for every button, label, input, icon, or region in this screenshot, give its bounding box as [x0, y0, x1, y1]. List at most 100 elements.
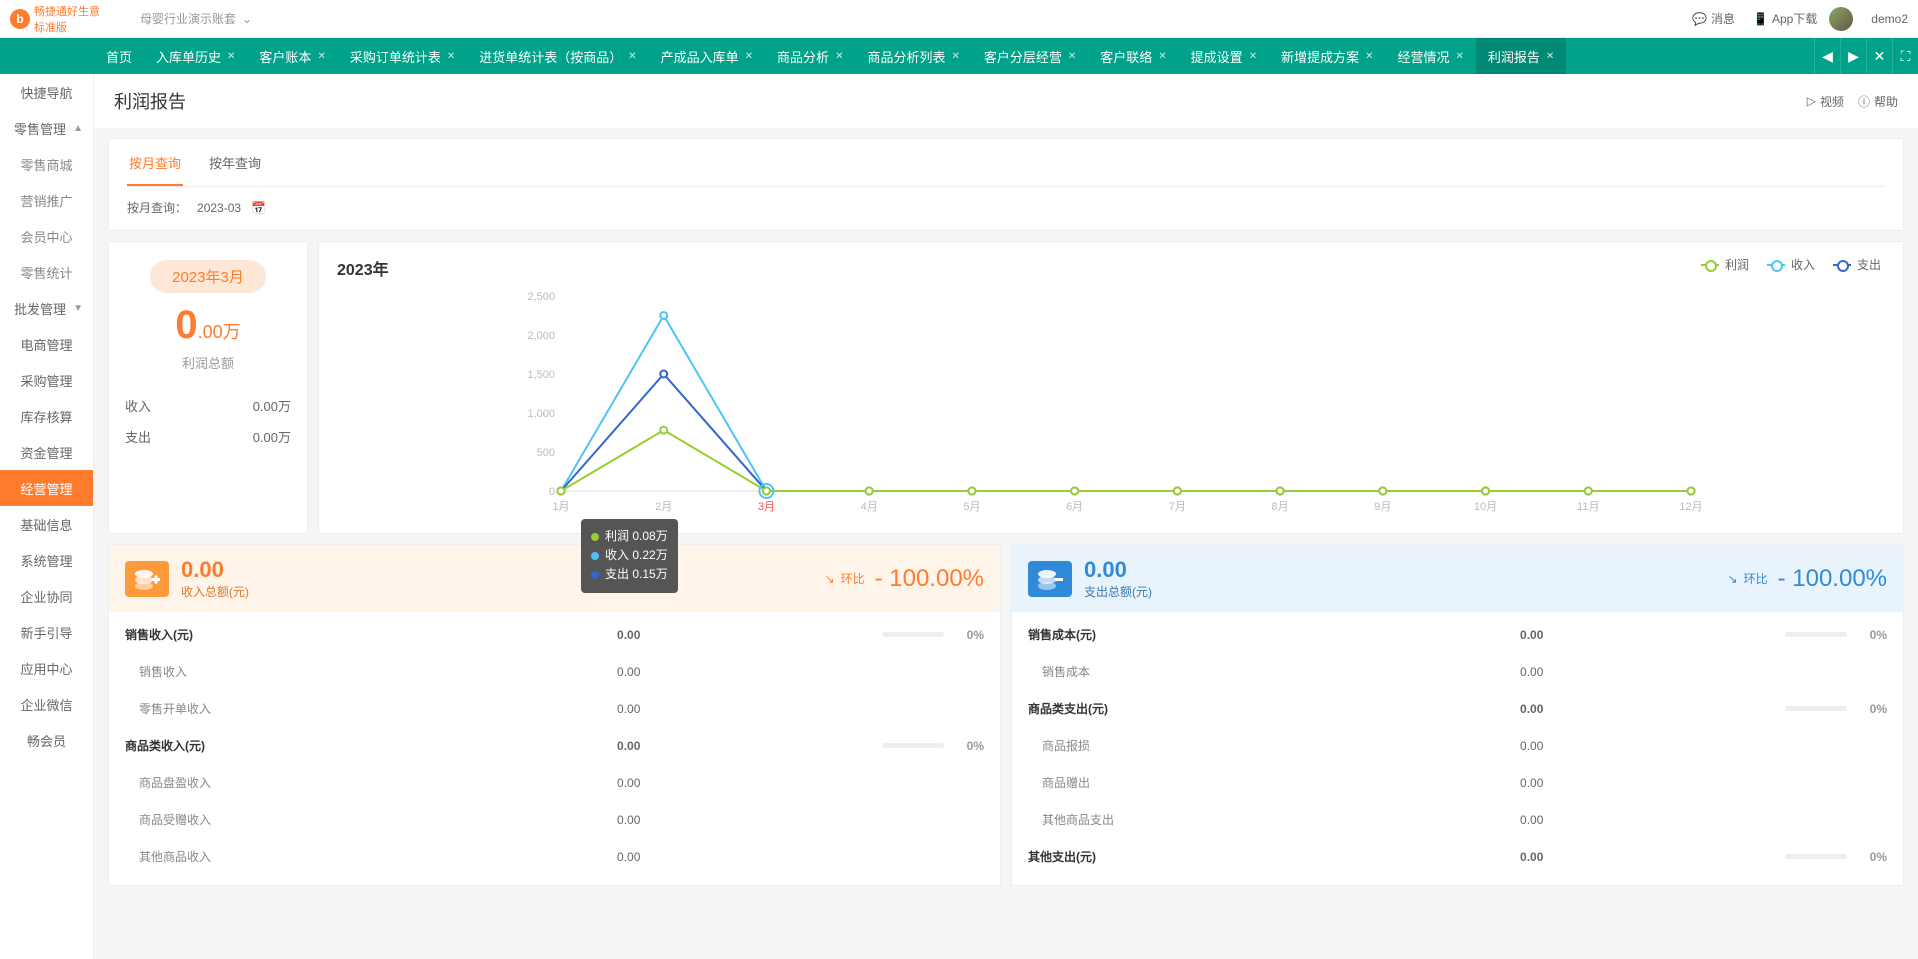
logo-icon: b — [10, 9, 30, 29]
sidebar-item[interactable]: 经营管理 — [0, 470, 93, 506]
tab[interactable]: 进货单统计表（按商品）✕ — [467, 38, 648, 74]
query-card: 按月查询按年查询 按月查询： 2023-03 📅 — [108, 138, 1904, 231]
sidebar-item[interactable]: 电商管理 — [0, 326, 93, 362]
sidebar-item[interactable]: 快捷导航 — [0, 74, 93, 110]
tab[interactable]: 商品分析✕ — [765, 38, 855, 74]
expense-total-label: 支出总额(元) — [1084, 583, 1152, 600]
profit-label: 利润总额 — [182, 353, 234, 372]
close-icon[interactable]: ✕ — [317, 51, 325, 62]
chevron-icon: ▼ — [73, 303, 83, 314]
sidebar-sub-item[interactable]: 零售商城 — [0, 146, 93, 182]
brand-text: 畅捷通好生意 — [34, 3, 100, 19]
sidebar-sub-item[interactable]: 零售统计 — [0, 254, 93, 290]
tab[interactable]: 采购订单统计表✕ — [338, 38, 467, 74]
help-label: 帮助 — [1874, 93, 1898, 110]
sidebar-item[interactable]: 系统管理 — [0, 542, 93, 578]
table-row: 其他支出(元)0.000% — [1028, 838, 1887, 875]
sidebar-item[interactable]: 零售管理▲ — [0, 110, 93, 146]
close-icon[interactable]: ✕ — [447, 51, 455, 62]
sidebar-item[interactable]: 畅会员 — [0, 722, 93, 758]
tab-scroll-right[interactable]: ▶ — [1840, 38, 1866, 74]
sidebar-item[interactable]: 企业协同 — [0, 578, 93, 614]
close-icon[interactable]: ✕ — [835, 51, 843, 62]
tab[interactable]: 客户联络✕ — [1088, 38, 1178, 74]
tab[interactable]: 提成设置✕ — [1179, 38, 1269, 74]
close-icon[interactable]: ✕ — [1158, 51, 1166, 62]
chevron-icon: ▲ — [73, 123, 83, 134]
tab-fullscreen[interactable]: ⛶ — [1892, 38, 1918, 74]
query-label: 按月查询： — [127, 199, 187, 216]
close-icon[interactable]: ✕ — [1249, 51, 1257, 62]
sidebar-item[interactable]: 基础信息 — [0, 506, 93, 542]
tab[interactable]: 利润报告✕ — [1476, 38, 1566, 74]
svg-text:3月: 3月 — [758, 501, 775, 513]
profit-int: 0 — [175, 303, 197, 347]
close-icon[interactable]: ✕ — [745, 51, 753, 62]
progress-bar — [1785, 632, 1847, 637]
close-icon[interactable]: ✕ — [1546, 51, 1554, 62]
logo[interactable]: b 畅捷通好生意 标准版 — [10, 3, 100, 35]
expense-panel-head: 0.00 支出总额(元) ↘ 环比 - 100.00% — [1012, 545, 1903, 612]
query-value[interactable]: 2023-03 — [197, 201, 241, 215]
progress-bar — [1785, 706, 1847, 711]
close-icon[interactable]: ✕ — [1068, 51, 1076, 62]
legend-income[interactable]: 收入 — [1767, 256, 1815, 273]
sidebar-item[interactable]: 应用中心 — [0, 650, 93, 686]
app-download-button[interactable]: 📱 App下载 — [1753, 10, 1817, 27]
tab[interactable]: 经营情况✕ — [1385, 38, 1475, 74]
table-row: 商品类收入(元)0.000% — [125, 727, 984, 764]
tab-close-all[interactable]: ✕ — [1866, 38, 1892, 74]
tab[interactable]: 产成品入库单✕ — [649, 38, 765, 74]
query-row: 按月查询： 2023-03 📅 — [127, 199, 1885, 216]
close-icon[interactable]: ✕ — [951, 51, 959, 62]
avatar[interactable] — [1829, 7, 1853, 31]
tab[interactable]: 新增提成方案✕ — [1269, 38, 1385, 74]
tab[interactable]: 入库单历史✕ — [144, 38, 247, 74]
tab[interactable]: 商品分析列表✕ — [855, 38, 971, 74]
line-chart[interactable]: 2,5002,0001,5001,00050001月2月3月4月5月6月7月8月… — [337, 286, 1885, 516]
account-select[interactable]: 母婴行业演示账套 ⌄ — [140, 10, 252, 27]
svg-text:4月: 4月 — [861, 501, 878, 513]
phone-icon: 📱 — [1753, 12, 1768, 26]
sidebar-sub-item[interactable]: 会员中心 — [0, 218, 93, 254]
video-link[interactable]: ▷ 视频 — [1807, 93, 1844, 110]
sub-tab[interactable]: 按年查询 — [207, 139, 263, 186]
chart-title: 2023年 — [337, 256, 1885, 280]
tab[interactable]: 客户账本✕ — [247, 38, 337, 74]
svg-text:7月: 7月 — [1169, 501, 1186, 513]
sidebar-sub-item[interactable]: 营销推广 — [0, 182, 93, 218]
table-row: 商品类支出(元)0.000% — [1028, 690, 1887, 727]
chart-card: 2023年 利润 收入 支出 2,5002,0001,5001,00050001… — [318, 241, 1904, 534]
calendar-icon[interactable]: 📅 — [251, 201, 266, 215]
tab[interactable]: 客户分层经营✕ — [972, 38, 1088, 74]
close-icon[interactable]: ✕ — [628, 51, 636, 62]
legend-expense[interactable]: 支出 — [1833, 256, 1881, 273]
close-icon[interactable]: ✕ — [227, 51, 235, 62]
sidebar-item[interactable]: 资金管理 — [0, 434, 93, 470]
table-row: 销售收入(元)0.000% — [125, 616, 984, 653]
tab-scroll-left[interactable]: ◀ — [1814, 38, 1840, 74]
progress-bar — [882, 743, 944, 748]
period-pill: 2023年3月 — [150, 260, 266, 293]
message-icon: 💬 — [1692, 12, 1707, 26]
messages-label: 消息 — [1711, 10, 1735, 27]
table-row: 商品报损0.00 — [1028, 727, 1887, 764]
close-icon[interactable]: ✕ — [1365, 51, 1373, 62]
sidebar-item[interactable]: 新手引导 — [0, 614, 93, 650]
username[interactable]: demo2 — [1871, 12, 1908, 26]
messages-button[interactable]: 💬 消息 — [1692, 10, 1735, 27]
sidebar-item[interactable]: 企业微信 — [0, 686, 93, 722]
table-row: 零售开单收入0.00 — [125, 690, 984, 727]
tab[interactable]: 首页 — [94, 38, 144, 74]
help-link[interactable]: ⓘ 帮助 — [1858, 93, 1898, 110]
sub-tab[interactable]: 按月查询 — [127, 139, 183, 186]
sidebar-item[interactable]: 批发管理▼ — [0, 290, 93, 326]
expense-trend-label: 环比 — [1744, 570, 1768, 587]
legend-profit[interactable]: 利润 — [1701, 256, 1749, 273]
table-row: 销售成本(元)0.000% — [1028, 616, 1887, 653]
sidebar-item[interactable]: 库存核算 — [0, 398, 93, 434]
close-icon[interactable]: ✕ — [1456, 51, 1464, 62]
expense-trend: ↘ 环比 - 100.00% — [1728, 565, 1887, 593]
expense-icon — [1028, 561, 1072, 597]
sidebar-item[interactable]: 采购管理 — [0, 362, 93, 398]
